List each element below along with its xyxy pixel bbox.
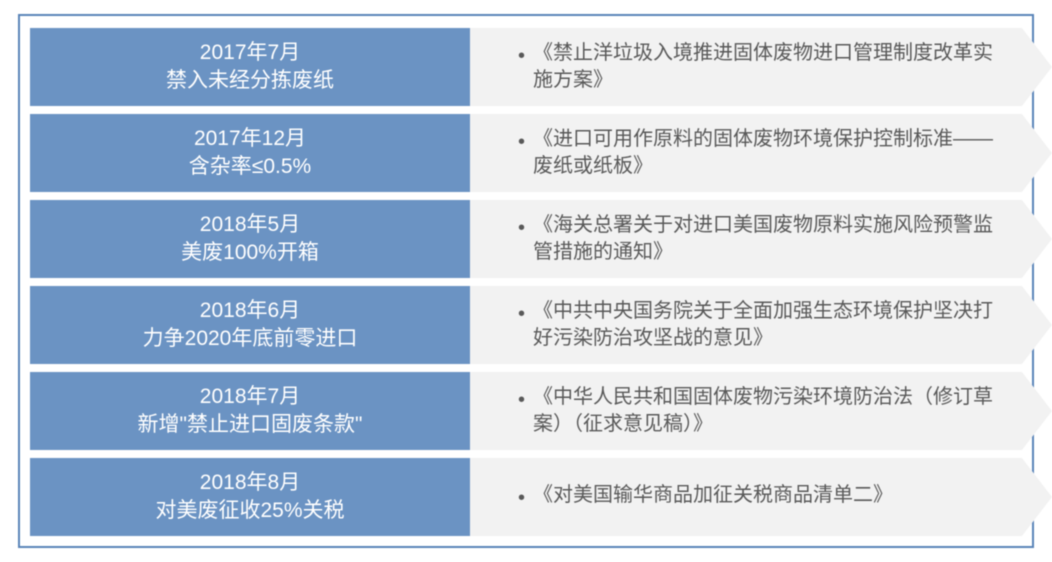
policy-text: 《中华人民共和国固体废物污染环境防治法（修订草案）（征求意见稿）》: [533, 384, 1002, 438]
subtitle-label: 力争2020年底前零进口: [143, 325, 358, 353]
timeline-row: 2018年6月 力争2020年底前零进口 • 《中共中央国务院关于全面加强生态环…: [30, 286, 1022, 364]
timeline-row: 2017年12月 含杂率≤0.5% • 《进口可用作原料的固体废物环境保护控制标…: [30, 114, 1022, 192]
bullet-icon: •: [518, 301, 525, 328]
date-arrow: 2018年7月 新增"禁止进口固废条款": [30, 372, 470, 450]
timeline-row: 2018年8月 对美废征收25%关税 • 《对美国输华商品加征关税商品清单二》: [30, 458, 1022, 536]
policy-block: • 《对美国输华商品加征关税商品清单二》: [470, 458, 1022, 536]
policy-text: 《禁止洋垃圾入境推进固体废物进口管理制度改革实施方案》: [533, 40, 1002, 94]
timeline-row: 2017年7月 禁入未经分拣废纸 • 《禁止洋垃圾入境推进固体废物进口管理制度改…: [30, 28, 1022, 106]
date-label: 2018年7月: [200, 383, 300, 411]
subtitle-label: 对美废征收25%关税: [155, 497, 344, 525]
date-label: 2017年12月: [194, 125, 306, 153]
subtitle-label: 禁入未经分拣废纸: [166, 67, 334, 95]
subtitle-label: 美废100%开箱: [181, 239, 319, 267]
date-arrow: 2017年12月 含杂率≤0.5%: [30, 114, 470, 192]
date-arrow: 2018年6月 力争2020年底前零进口: [30, 286, 470, 364]
subtitle-label: 新增"禁止进口固废条款": [138, 411, 363, 439]
policy-text: 《对美国输华商品加征关税商品清单二》: [533, 482, 893, 509]
policy-block: • 《中华人民共和国固体废物污染环境防治法（修订草案）（征求意见稿）》: [470, 372, 1022, 450]
policy-block: • 《海关总署关于对进口美国废物原料实施风险预警监管措施的通知》: [470, 200, 1022, 278]
policy-text: 《中共中央国务院关于全面加强生态环境保护坚决打好污染防治攻坚战的意见》: [533, 298, 1002, 352]
policy-block: • 《禁止洋垃圾入境推进固体废物进口管理制度改革实施方案》: [470, 28, 1022, 106]
date-arrow: 2018年8月 对美废征收25%关税: [30, 458, 470, 536]
bullet-icon: •: [518, 387, 525, 414]
policy-text: 《海关总署关于对进口美国废物原料实施风险预警监管措施的通知》: [533, 212, 1002, 266]
date-label: 2017年7月: [200, 39, 300, 67]
timeline-row: 2018年5月 美废100%开箱 • 《海关总署关于对进口美国废物原料实施风险预…: [30, 200, 1022, 278]
timeline-container: 2017年7月 禁入未经分拣废纸 • 《禁止洋垃圾入境推进固体废物进口管理制度改…: [18, 14, 1034, 548]
policy-block: • 《进口可用作原料的固体废物环境保护控制标准——废纸或纸板》: [470, 114, 1022, 192]
policy-text: 《进口可用作原料的固体废物环境保护控制标准——废纸或纸板》: [533, 126, 1002, 180]
timeline-row: 2018年7月 新增"禁止进口固废条款" • 《中华人民共和国固体废物污染环境防…: [30, 372, 1022, 450]
date-arrow: 2018年5月 美废100%开箱: [30, 200, 470, 278]
bullet-icon: •: [518, 485, 525, 512]
date-arrow: 2017年7月 禁入未经分拣废纸: [30, 28, 470, 106]
date-label: 2018年8月: [200, 469, 300, 497]
date-label: 2018年6月: [200, 297, 300, 325]
subtitle-label: 含杂率≤0.5%: [189, 153, 311, 181]
date-label: 2018年5月: [200, 211, 300, 239]
policy-block: • 《中共中央国务院关于全面加强生态环境保护坚决打好污染防治攻坚战的意见》: [470, 286, 1022, 364]
bullet-icon: •: [518, 215, 525, 242]
bullet-icon: •: [518, 129, 525, 156]
bullet-icon: •: [518, 43, 525, 70]
